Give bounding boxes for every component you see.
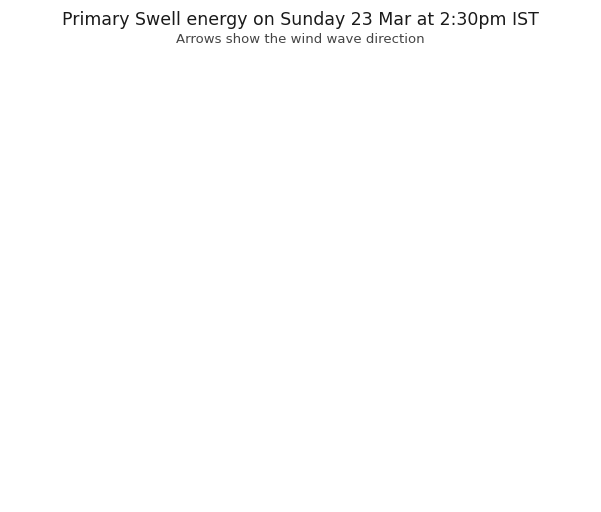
Text: Error: No module named 'cartopy': Error: No module named 'cartopy'	[206, 273, 395, 284]
Text: Arrows show the wind wave direction: Arrows show the wind wave direction	[176, 33, 425, 46]
Text: Primary Swell energy on Sunday 23 Mar at 2:30pm IST: Primary Swell energy on Sunday 23 Mar at…	[62, 11, 539, 29]
